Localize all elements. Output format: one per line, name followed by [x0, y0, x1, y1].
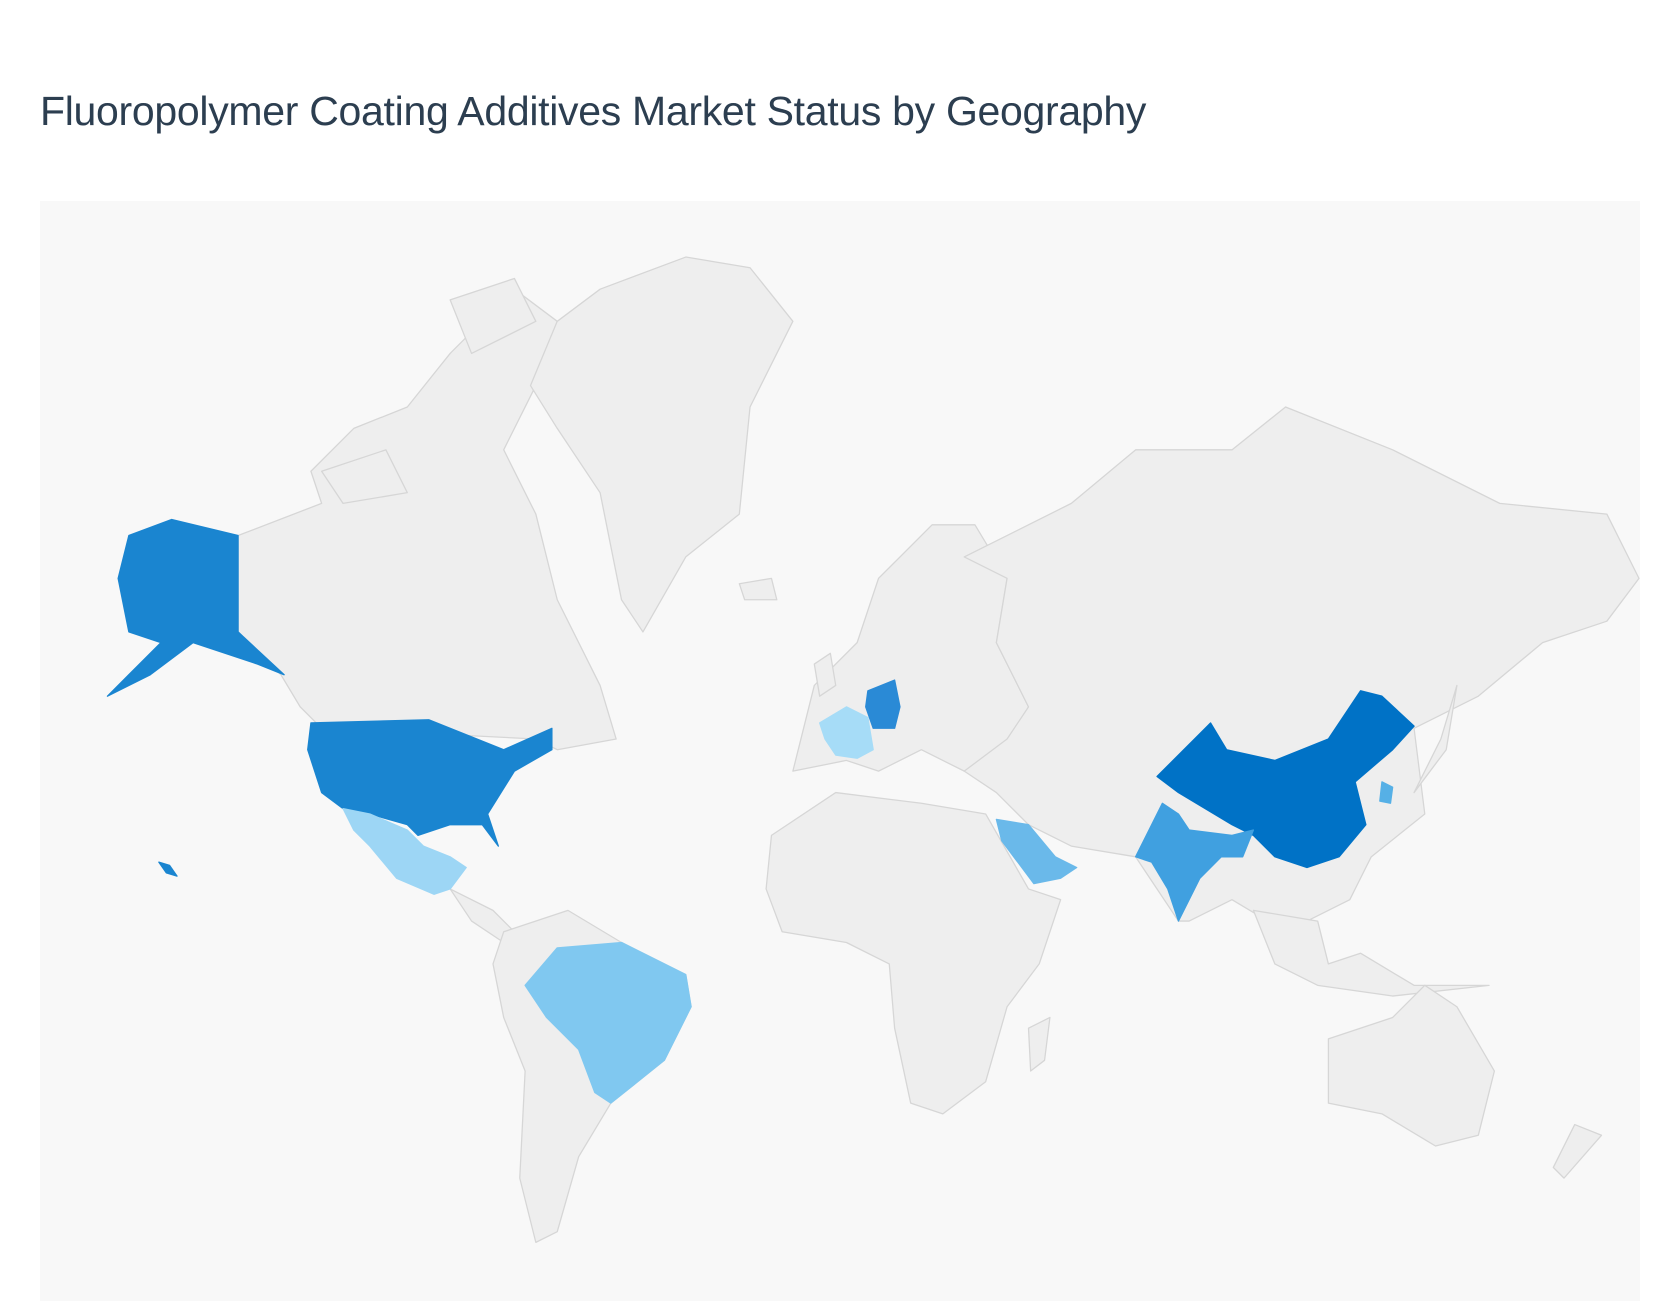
- region-france[interactable]: [819, 706, 874, 759]
- region-arctic-islands[interactable]: [320, 277, 537, 505]
- region-mexico[interactable]: [342, 807, 467, 895]
- region-africa[interactable]: [765, 791, 1062, 1115]
- region-uk[interactable]: [813, 652, 837, 697]
- region-australia[interactable]: [1327, 984, 1496, 1147]
- region-saudi-arabia[interactable]: [995, 818, 1078, 885]
- region-madagascar[interactable]: [1027, 1016, 1051, 1072]
- region-new-zealand[interactable]: [1552, 1123, 1603, 1179]
- region-united-states[interactable]: [307, 719, 553, 847]
- region-hawaii[interactable]: [158, 861, 178, 877]
- region-india[interactable]: [1134, 802, 1255, 922]
- region-russia-asia[interactable]: [963, 406, 1640, 933]
- region-germany[interactable]: [865, 679, 901, 729]
- region-brazil[interactable]: [524, 941, 692, 1104]
- region-greenland[interactable]: [529, 256, 794, 633]
- region-alaska[interactable]: [106, 518, 285, 697]
- region-canada[interactable]: [237, 288, 617, 751]
- region-iceland[interactable]: [738, 577, 778, 601]
- region-south-korea[interactable]: [1379, 781, 1394, 804]
- region-southeast-asia[interactable]: [1252, 909, 1490, 997]
- page-title: Fluoropolymer Coating Additives Market S…: [40, 88, 1147, 134]
- region-japan[interactable]: [1413, 684, 1458, 794]
